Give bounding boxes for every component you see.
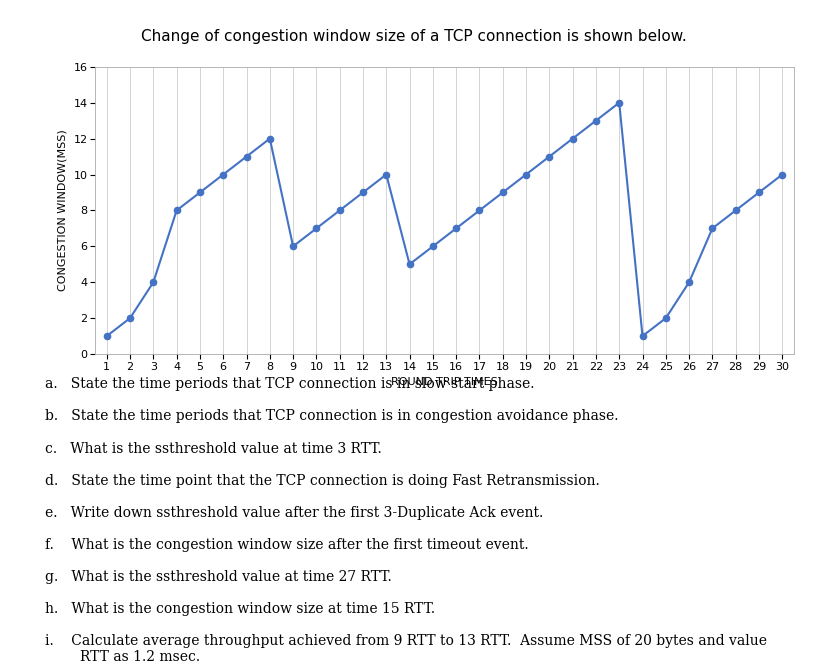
Y-axis label: CONGESTION WINDOW(MSS): CONGESTION WINDOW(MSS) (58, 130, 68, 291)
Text: a.   State the time periods that TCP connection is in slow start phase.: a. State the time periods that TCP conne… (45, 377, 535, 391)
Text: h.   What is the congestion window size at time 15 RTT.: h. What is the congestion window size at… (45, 602, 436, 616)
Text: c.   What is the ssthreshold value at time 3 RTT.: c. What is the ssthreshold value at time… (45, 442, 382, 456)
Text: b.   State the time periods that TCP connection is in congestion avoidance phase: b. State the time periods that TCP conne… (45, 409, 619, 424)
Text: f.    What is the congestion window size after the first timeout event.: f. What is the congestion window size af… (45, 538, 529, 552)
X-axis label: ROUND TRIP TIMES: ROUND TRIP TIMES (391, 377, 498, 387)
Text: e.   Write down ssthreshold value after the first 3-Duplicate Ack event.: e. Write down ssthreshold value after th… (45, 506, 543, 520)
Text: g.   What is the ssthreshold value at time 27 RTT.: g. What is the ssthreshold value at time… (45, 570, 392, 584)
Text: i.    Calculate average throughput achieved from 9 RTT to 13 RTT.  Assume MSS of: i. Calculate average throughput achieved… (45, 634, 767, 664)
Text: Change of congestion window size of a TCP connection is shown below.: Change of congestion window size of a TC… (141, 29, 686, 44)
Text: d.   State the time point that the TCP connection is doing Fast Retransmission.: d. State the time point that the TCP con… (45, 474, 600, 488)
